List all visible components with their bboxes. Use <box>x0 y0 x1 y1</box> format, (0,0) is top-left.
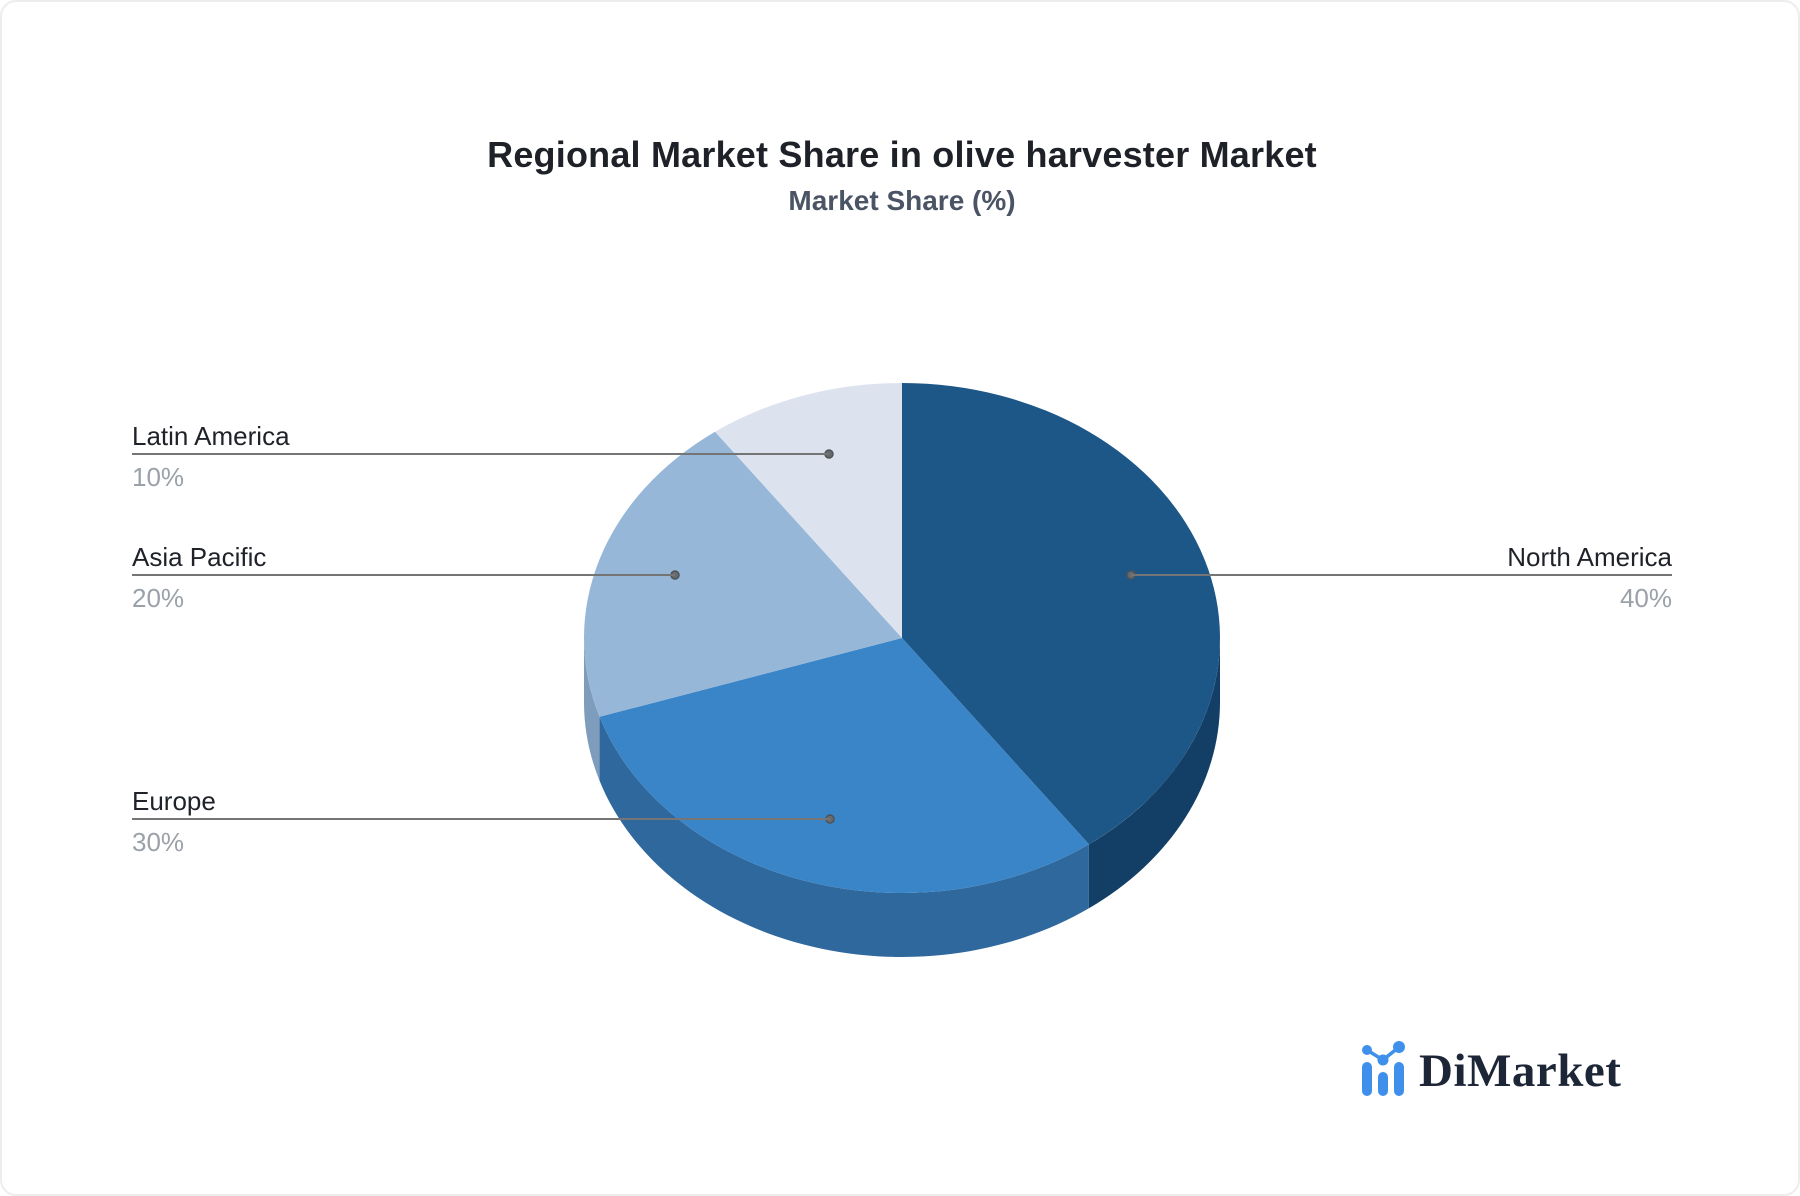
slice-label-europe: Europe <box>132 786 216 816</box>
callout-europe: Europe 30% <box>132 784 830 858</box>
callout-asia-pacific: Asia Pacific 20% <box>132 540 675 614</box>
pie-slice-north-america[interactable] <box>902 383 1220 845</box>
slice-value-asia-pacific: 20% <box>132 583 185 613</box>
leader-line-latin-america <box>132 453 829 455</box>
slice-value-latin-america: 10% <box>132 462 185 492</box>
leader-line-north-america <box>1131 574 1672 576</box>
leader-line-europe <box>132 818 830 820</box>
leader-line-asia-pacific <box>132 574 675 576</box>
slice-value-north-america: 40% <box>1619 583 1672 613</box>
dimarket-logo: DiMarket <box>1360 1040 1621 1098</box>
pie-slice-europe[interactable] <box>599 638 1089 893</box>
slice-label-latin-america: Latin America <box>132 421 290 451</box>
pie-slice-asia-pacific[interactable] <box>583 431 902 717</box>
slice-label-asia-pacific: Asia Pacific <box>132 542 267 572</box>
slice-label-north-america: North America <box>1507 542 1672 572</box>
logo-text: DiMarket <box>1419 1045 1622 1097</box>
bar-line-chart-icon <box>1362 1041 1405 1096</box>
slice-value-europe: 30% <box>132 827 185 857</box>
callout-north-america: North America 40% <box>1131 540 1672 614</box>
chart-subtitle: Market Share (%) <box>788 185 1016 216</box>
pie-slice-side-north-america <box>1088 638 1220 909</box>
pie-slice-latin-america[interactable] <box>715 383 902 638</box>
pie-slice-side-asia-pacific <box>584 638 600 781</box>
pie-slice-side-europe <box>599 716 1089 957</box>
chart-title: Regional Market Share in olive harvester… <box>487 134 1317 175</box>
callout-latin-america: Latin America 10% <box>132 419 829 493</box>
